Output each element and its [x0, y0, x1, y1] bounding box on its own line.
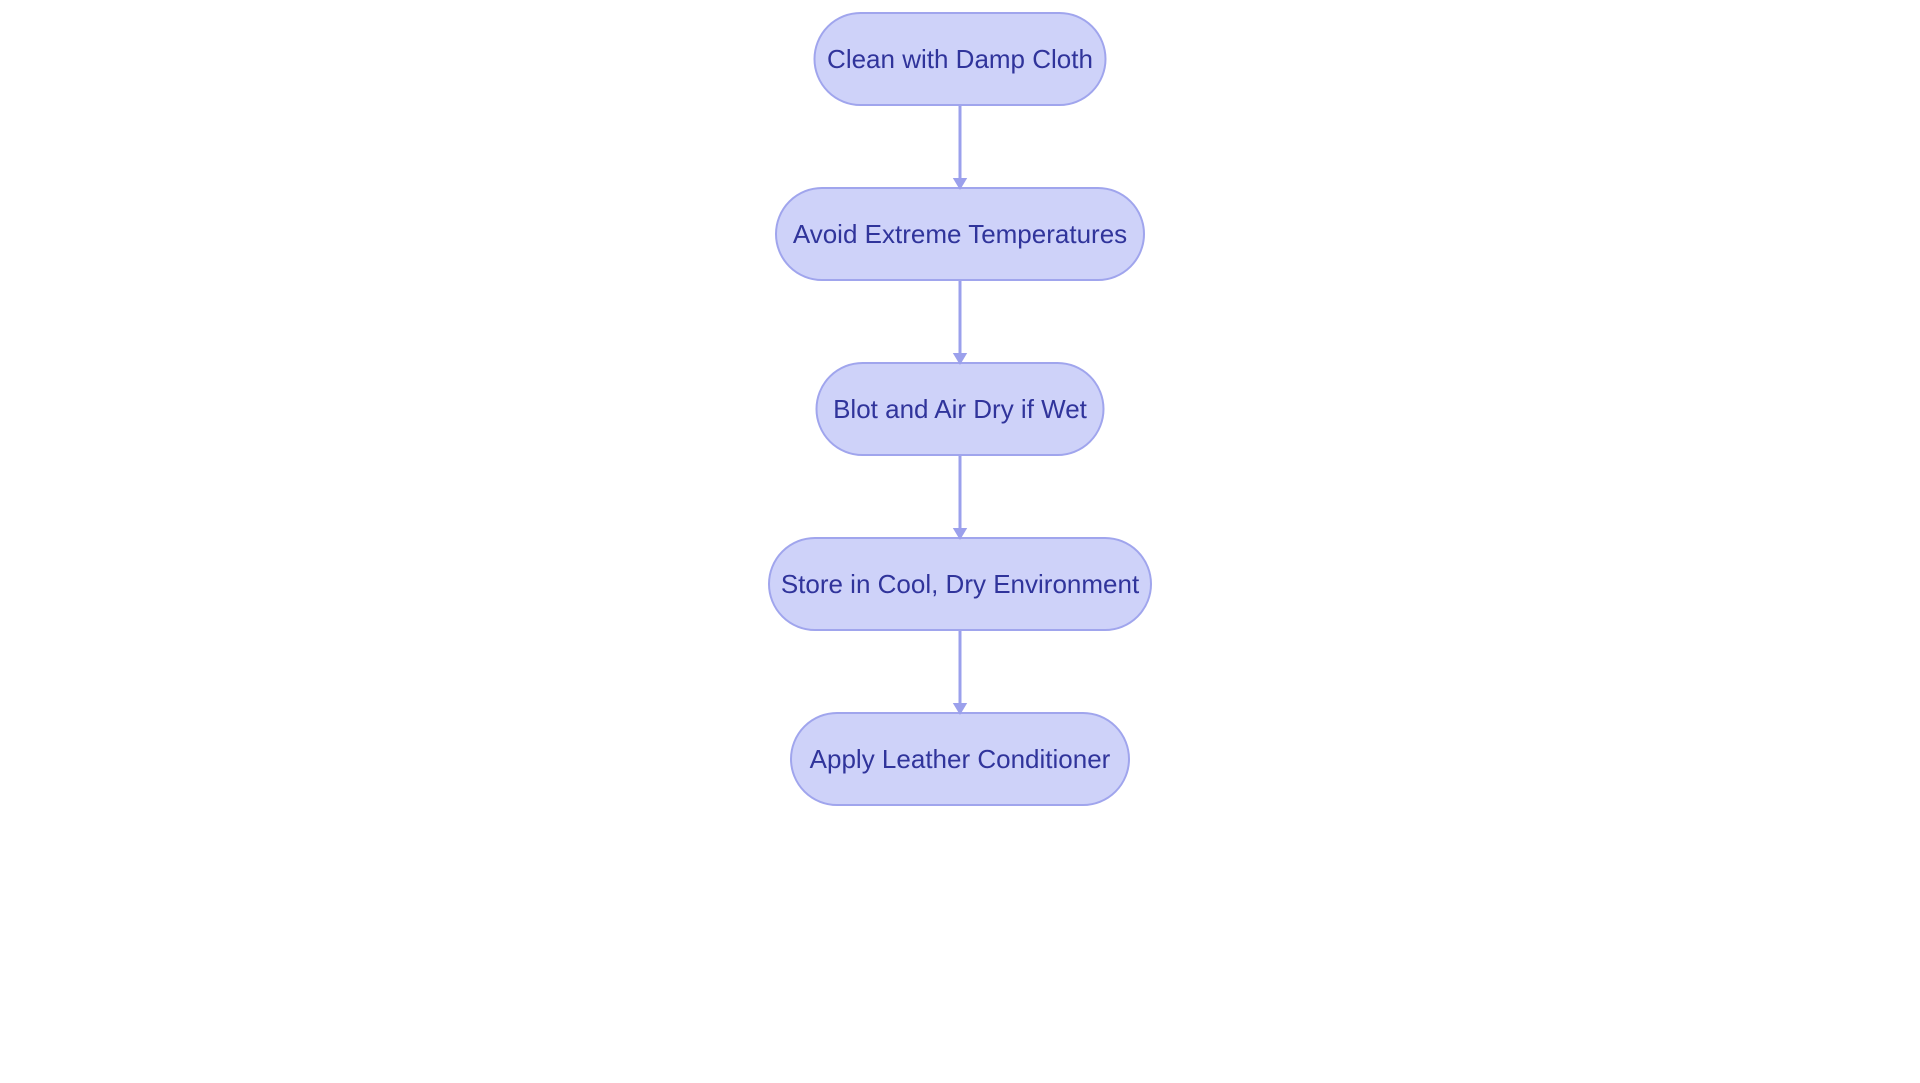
flow-node: Apply Leather Conditioner — [790, 712, 1130, 806]
flow-node-label: Apply Leather Conditioner — [810, 744, 1111, 775]
flowchart-container: Clean with Damp Cloth Avoid Extreme Temp… — [0, 0, 1920, 1083]
flow-node-label: Clean with Damp Cloth — [827, 44, 1093, 75]
flow-node: Clean with Damp Cloth — [814, 12, 1107, 106]
flow-node-label: Store in Cool, Dry Environment — [781, 569, 1139, 600]
flow-node-label: Blot and Air Dry if Wet — [833, 394, 1087, 425]
flow-arrow — [948, 106, 972, 190]
flow-arrow — [948, 631, 972, 715]
flow-node: Store in Cool, Dry Environment — [768, 537, 1152, 631]
flow-node: Blot and Air Dry if Wet — [816, 362, 1105, 456]
flow-arrow — [948, 281, 972, 365]
flow-node: Avoid Extreme Temperatures — [775, 187, 1145, 281]
flow-arrow — [948, 456, 972, 540]
flow-node-label: Avoid Extreme Temperatures — [793, 219, 1127, 250]
